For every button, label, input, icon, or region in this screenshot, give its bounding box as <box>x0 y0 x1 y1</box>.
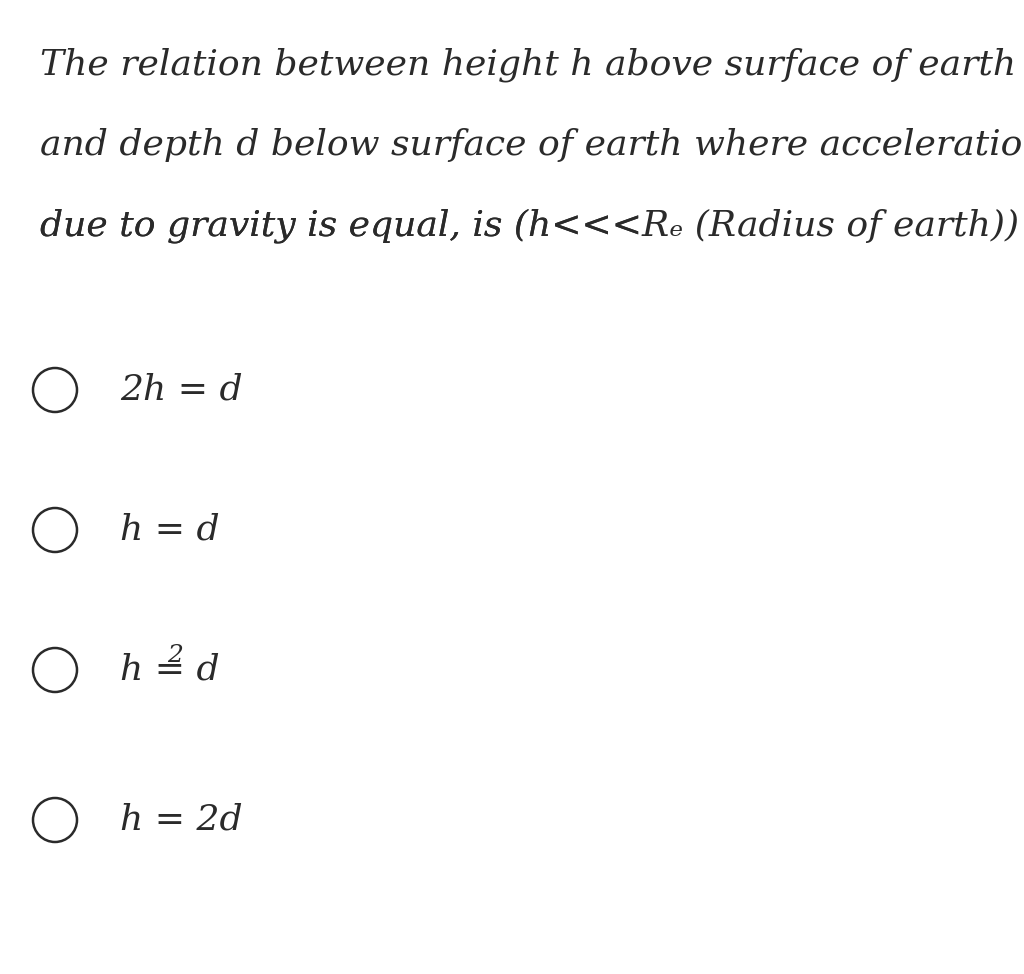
Text: and depth d below surface of earth where acceleration: and depth d below surface of earth where… <box>40 128 1024 162</box>
Text: 2: 2 <box>167 644 182 667</box>
Text: h = d: h = d <box>120 513 219 547</box>
Text: h = d: h = d <box>120 653 219 687</box>
Text: 2h = d: 2h = d <box>120 373 243 407</box>
Text: due to gravity is equal, is (h<<<Rₑ (Radius of earth)): due to gravity is equal, is (h<<<Rₑ (Rad… <box>40 208 1019 243</box>
Text: due to gravity is equal, is (h<<<R: due to gravity is equal, is (h<<<R <box>40 208 670 243</box>
Text: h = 2d: h = 2d <box>120 803 243 837</box>
Text: due to gravity is equal, is (h<<<: due to gravity is equal, is (h<<< <box>40 208 642 243</box>
Text: The relation between height h above surface of earth: The relation between height h above surf… <box>40 48 1016 83</box>
